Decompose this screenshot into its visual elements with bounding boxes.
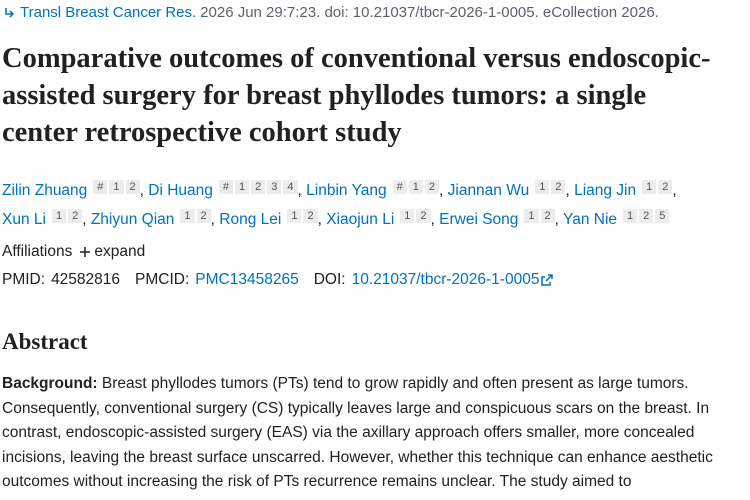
- author-name[interactable]: Xiaojun Li: [326, 211, 395, 228]
- author-separator: ,: [210, 211, 215, 228]
- author-name[interactable]: Liang Jin: [574, 182, 637, 199]
- affiliation-ref[interactable]: 1: [400, 209, 415, 223]
- author: Liang Jin 1 2,: [574, 180, 677, 199]
- author: Zilin Zhuang #1 2,: [2, 180, 144, 199]
- author-name[interactable]: Rong Lei: [219, 211, 282, 228]
- affiliation-ref[interactable]: #: [218, 180, 234, 194]
- section-text: Breast phyllodes tumors (PTs) tend to gr…: [2, 375, 713, 490]
- affiliation-ref[interactable]: #: [93, 180, 108, 194]
- affiliation-ref[interactable]: 1: [535, 180, 550, 194]
- author-separator: ,: [439, 182, 444, 199]
- identifier-value[interactable]: 10.21037/tbcr-2026-1-0005: [351, 271, 540, 288]
- affiliation-ref[interactable]: 2: [251, 180, 266, 194]
- affiliation-ref[interactable]: 2: [639, 209, 654, 223]
- author: Xiaojun Li 1 2,: [326, 209, 435, 228]
- identifier-value[interactable]: PMC13458265: [195, 271, 299, 288]
- affiliation-ref[interactable]: 4: [283, 180, 298, 194]
- author: Jiannan Wu 1 2,: [447, 180, 570, 199]
- identifier-label: PMID:: [2, 271, 46, 288]
- author-list: Zilin Zhuang #1 2, Di Huang #1 2 3 4, Linbin Y…: [2, 176, 747, 234]
- author-name[interactable]: Zilin Zhuang: [2, 182, 88, 199]
- affiliation-ref[interactable]: 2: [658, 180, 673, 194]
- affiliation-ref[interactable]: 2: [68, 209, 83, 223]
- plus-icon: [80, 247, 91, 257]
- affiliation-ref[interactable]: 1: [109, 180, 124, 194]
- author-name[interactable]: Erwei Song: [439, 211, 519, 228]
- author: Erwei Song 1 2,: [439, 209, 559, 228]
- affiliation-ref[interactable]: 2: [424, 180, 439, 194]
- author-name[interactable]: Di Huang: [148, 182, 213, 199]
- author-separator: ,: [565, 182, 570, 199]
- author-separator: ,: [139, 182, 144, 199]
- affiliation-ref[interactable]: 1: [623, 209, 638, 223]
- identifier-value: 42582816: [51, 271, 121, 288]
- affiliation-ref[interactable]: 3: [267, 180, 282, 194]
- affiliation-ref[interactable]: 2: [303, 209, 318, 223]
- author-name[interactable]: Xun Li: [2, 211, 46, 228]
- author-separator: ,: [317, 211, 322, 228]
- affiliation-ref[interactable]: 5: [655, 209, 670, 223]
- author-separator: ,: [554, 211, 559, 228]
- author-separator: ,: [430, 211, 435, 228]
- affiliation-ref[interactable]: 1: [524, 209, 539, 223]
- author: Zhiyun Qian 1 2,: [90, 209, 215, 228]
- affiliation-ref[interactable]: 2: [540, 209, 555, 223]
- identifier: PMCID: PMC13458265: [135, 271, 299, 289]
- author-name[interactable]: Zhiyun Qian: [90, 211, 175, 228]
- identifier-label: PMCID:: [135, 271, 190, 288]
- affiliation-ref[interactable]: 1: [408, 180, 423, 194]
- identifier: DOI: 10.21037/tbcr-2026-1-0005: [314, 271, 556, 289]
- author: Di Huang #1 2 3 4,: [148, 180, 302, 199]
- author-separator: ,: [672, 182, 677, 199]
- affiliation-ref[interactable]: 1: [235, 180, 250, 194]
- affiliation-ref[interactable]: 1: [180, 209, 195, 223]
- affiliation-ref[interactable]: 2: [416, 209, 431, 223]
- affiliations: Affiliations expand: [2, 243, 145, 261]
- author: Yan Nie 1 2 5: [563, 209, 670, 228]
- external-link-icon[interactable]: [539, 273, 555, 287]
- affiliation-ref[interactable]: 2: [196, 209, 211, 223]
- expand-label[interactable]: expand: [94, 243, 146, 260]
- citation: Transl Breast Cancer Res. 2026 Jun 29:7:…: [2, 4, 659, 21]
- section-label: Background:: [2, 375, 98, 392]
- author-name[interactable]: Jiannan Wu: [447, 182, 530, 199]
- abstract-section: Background: Breast phyllodes tumors (PTs…: [2, 372, 746, 495]
- expand-toggle[interactable]: expand: [76, 243, 145, 261]
- identifier-label: DOI:: [313, 271, 346, 288]
- article-title: Comparative outcomes of conventional ver…: [2, 43, 711, 148]
- author-separator: ,: [82, 211, 87, 228]
- affiliation-ref[interactable]: #: [392, 180, 407, 194]
- identifiers: PMID: 42582816 PMCID: PMC13458265 DOI: 10.210…: [2, 271, 570, 289]
- journal-link[interactable]: Transl Breast Cancer Res.: [20, 4, 197, 21]
- affiliation-ref[interactable]: 1: [642, 180, 657, 194]
- citation-details: 2026 Jun 29:7:23. doi: 10.21037/tbcr-202…: [200, 4, 659, 21]
- identifier: PMID: 42582816: [2, 271, 120, 289]
- affiliation-ref[interactable]: 1: [51, 209, 67, 223]
- author: Linbin Yang #1 2,: [306, 180, 444, 199]
- author-name[interactable]: Yan Nie: [563, 211, 618, 228]
- author: Xun Li 1 2,: [2, 209, 87, 228]
- abstract-heading: Abstract: [2, 329, 88, 354]
- author-separator: ,: [297, 182, 302, 199]
- author-name[interactable]: Linbin Yang: [306, 182, 387, 199]
- affiliation-ref[interactable]: 2: [551, 180, 566, 194]
- author: Rong Lei 1 2,: [219, 209, 322, 228]
- affiliation-ref[interactable]: 2: [125, 180, 140, 194]
- affiliations-label: Affiliations: [2, 243, 73, 260]
- collapse-icon[interactable]: [2, 6, 16, 20]
- affiliation-ref[interactable]: 1: [287, 209, 302, 223]
